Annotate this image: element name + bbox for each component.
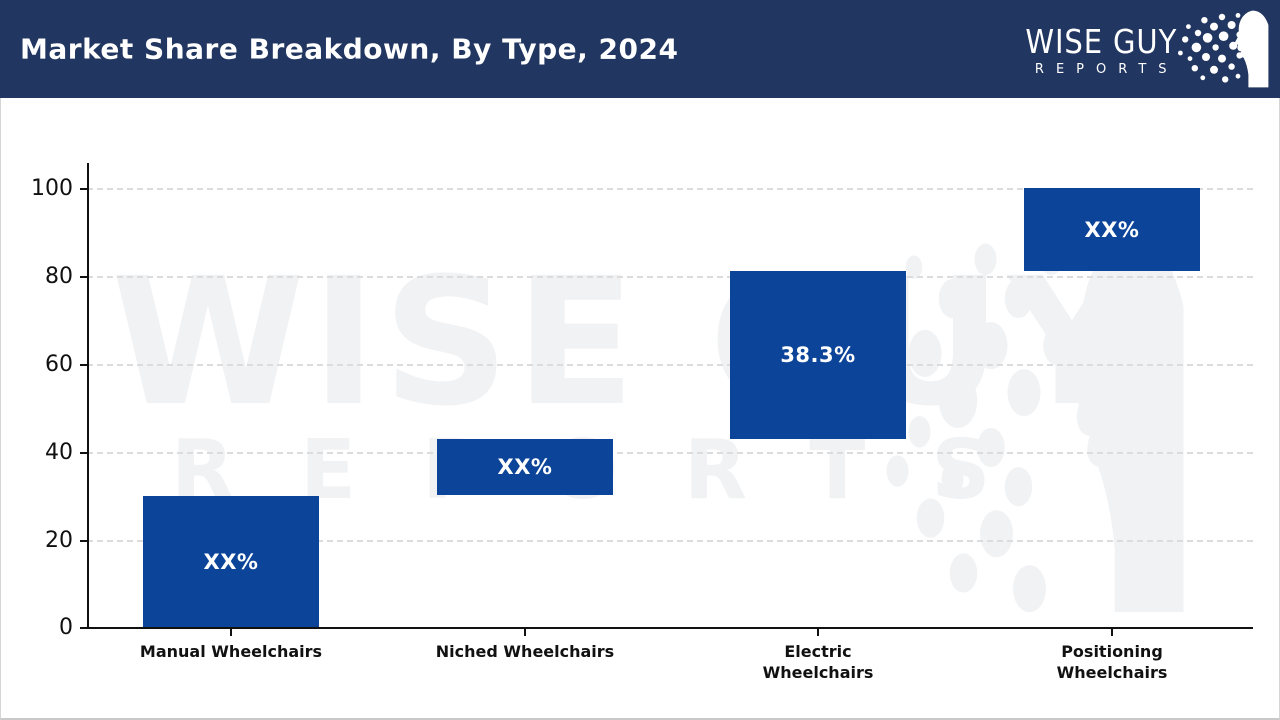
bar-value-label: XX% bbox=[1084, 217, 1140, 242]
bar-niched-wheelchairs: XX% bbox=[437, 439, 613, 495]
x-category-label-niched-wheelchairs: Niched Wheelchairs bbox=[395, 641, 655, 662]
brand-logo: WISE GUY REPORTS bbox=[1015, 6, 1270, 92]
bar-value-label: XX% bbox=[497, 455, 553, 479]
x-category-label-manual-wheelchairs: Manual Wheelchairs bbox=[101, 641, 361, 662]
header: Market Share Breakdown, By Type, 2024 WI… bbox=[0, 0, 1280, 98]
y-tick-100 bbox=[80, 188, 88, 190]
gridline-80 bbox=[87, 276, 1253, 278]
brand-name: WISE GUY bbox=[1025, 21, 1178, 61]
y-tick-label-40: 40 bbox=[45, 440, 73, 465]
x-category-line: Manual Wheelchairs bbox=[139, 642, 323, 661]
y-tick-20 bbox=[80, 540, 88, 542]
bar-value-label: XX% bbox=[203, 549, 259, 574]
watermark-head-icon bbox=[872, 235, 1184, 613]
x-category-line: Niched Wheelchairs bbox=[435, 642, 615, 661]
y-tick-label-60: 60 bbox=[45, 352, 73, 377]
y-tick-label-20: 20 bbox=[45, 528, 73, 553]
gridline-20 bbox=[87, 540, 1253, 542]
x-category-label-positioning-wheelchairs: Positioning Wheelchairs bbox=[982, 641, 1242, 683]
x-category-line: Electric bbox=[784, 642, 852, 661]
y-tick-0 bbox=[80, 627, 88, 629]
y-tick-label-80: 80 bbox=[45, 264, 73, 289]
x-tick-manual-wheelchairs bbox=[230, 629, 232, 636]
brand-subtitle: REPORTS bbox=[1034, 61, 1179, 77]
gridline-40 bbox=[87, 452, 1253, 454]
bar-electric-wheelchairs: 38.3% bbox=[730, 271, 906, 439]
x-category-line: Wheelchairs bbox=[762, 663, 874, 682]
x-category-line: Positioning bbox=[1061, 642, 1163, 661]
bar-value-label: 38.3% bbox=[780, 343, 856, 367]
gridline-100 bbox=[87, 188, 1253, 190]
y-tick-40 bbox=[80, 452, 88, 454]
gridline-60 bbox=[87, 364, 1253, 366]
bar-positioning-wheelchairs: XX% bbox=[1024, 188, 1200, 271]
y-tick-80 bbox=[80, 276, 88, 278]
y-tick-60 bbox=[80, 364, 88, 366]
x-axis-line bbox=[87, 627, 1253, 629]
brand-logo-text: WISE GUY REPORTS bbox=[1015, 22, 1188, 77]
x-category-line: Wheelchairs bbox=[1056, 663, 1168, 682]
brand-head-icon bbox=[1178, 10, 1269, 88]
y-axis-line bbox=[87, 163, 89, 629]
plot-area: WISE GUY REPORTS bbox=[0, 98, 1280, 720]
x-tick-niched-wheelchairs bbox=[524, 629, 526, 636]
x-tick-positioning-wheelchairs bbox=[1111, 629, 1113, 636]
page-title: Market Share Breakdown, By Type, 2024 bbox=[20, 32, 679, 66]
y-tick-label-0: 0 bbox=[59, 615, 73, 640]
x-category-label-electric-wheelchairs: Electric Wheelchairs bbox=[688, 641, 948, 683]
y-tick-label-100: 100 bbox=[31, 176, 73, 201]
x-tick-electric-wheelchairs bbox=[817, 629, 819, 636]
bar-manual-wheelchairs: XX% bbox=[143, 496, 319, 627]
